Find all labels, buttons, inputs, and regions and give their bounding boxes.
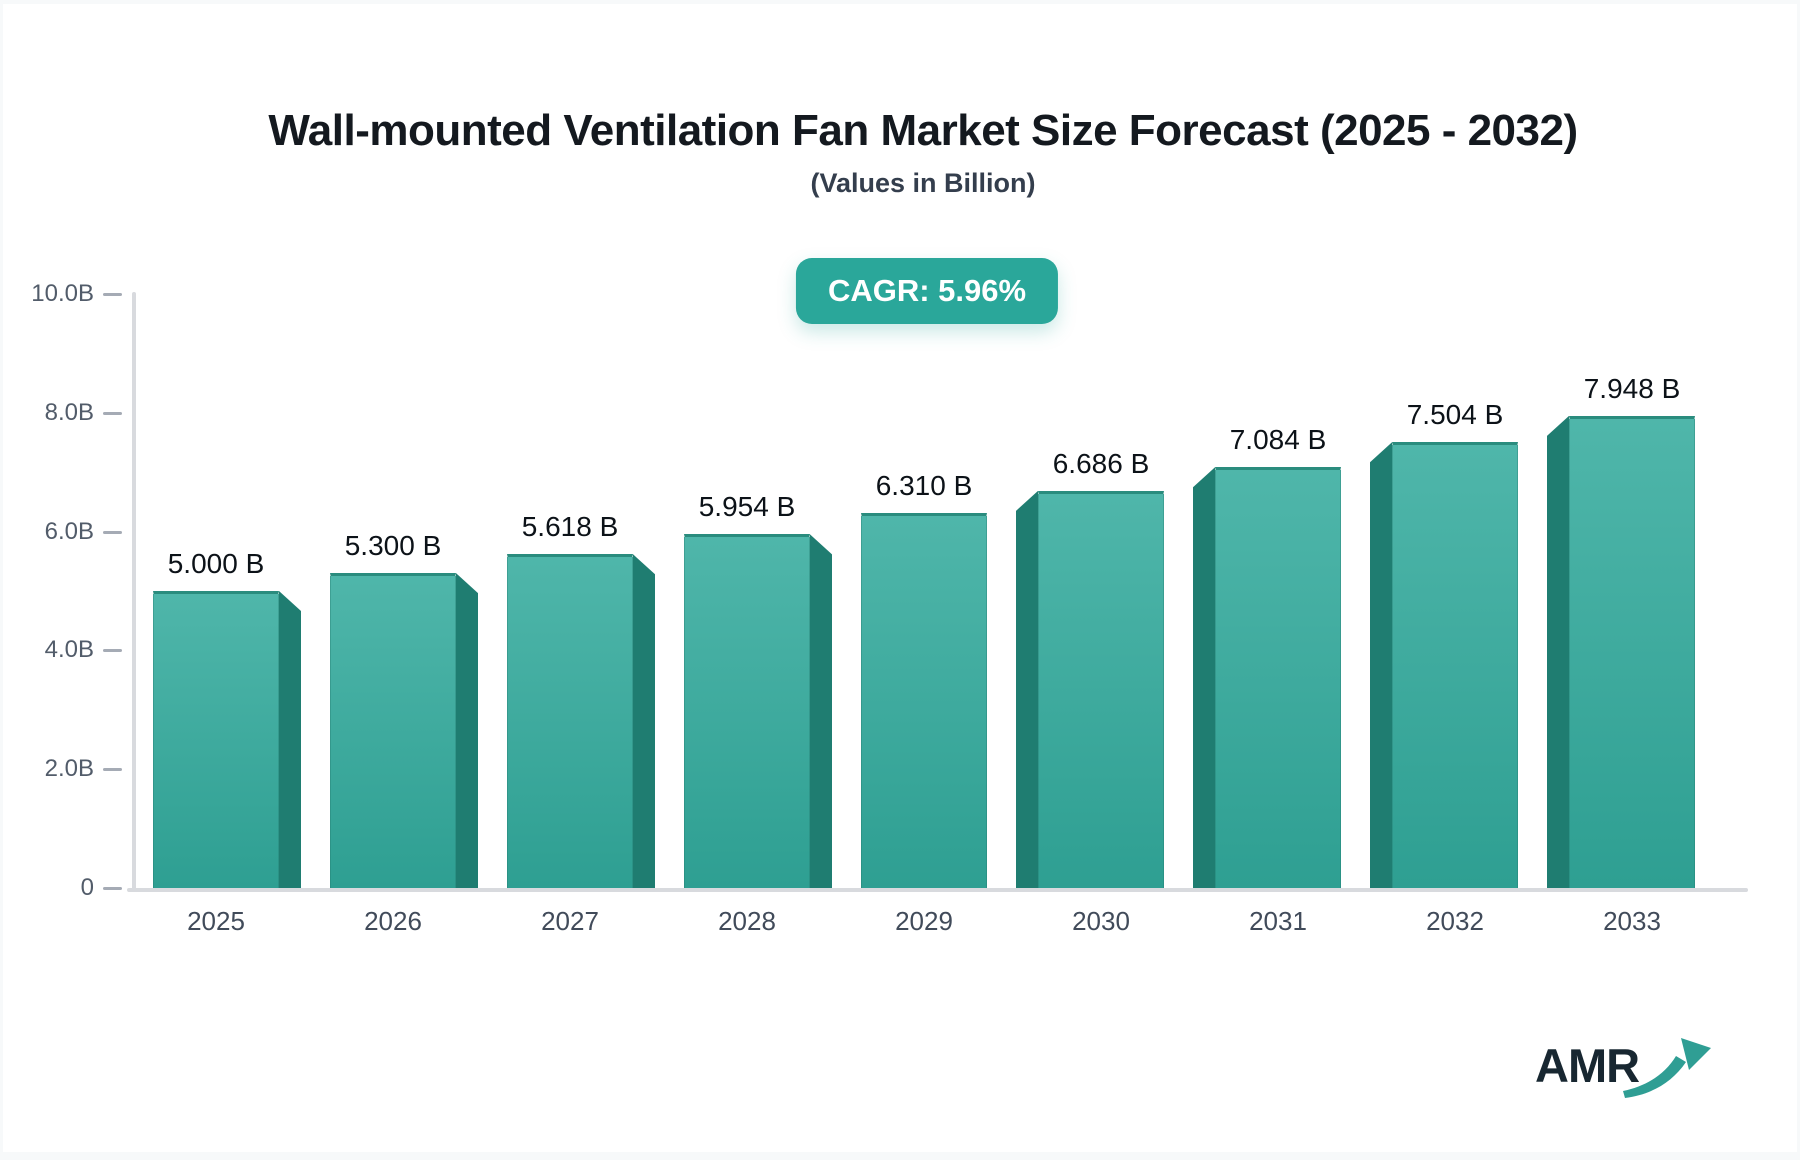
x-tick-label: 2028	[718, 906, 776, 936]
chart-subtitle: (Values in Billion)	[810, 168, 1036, 198]
bar-side	[1016, 490, 1038, 888]
bar	[507, 554, 633, 888]
bar-value-label: 6.686 B	[1052, 447, 1150, 479]
bar	[1392, 442, 1518, 888]
amr-logo: AMR	[1535, 1038, 1711, 1108]
x-tick-label: 2031	[1249, 906, 1307, 936]
y-tick-mark	[103, 530, 122, 534]
bar-side	[279, 591, 301, 888]
bar-side	[456, 573, 478, 888]
cagr-badge: CAGR: 5.96%	[795, 258, 1059, 324]
chart-title: Wall-mounted Ventilation Fan Market Size…	[268, 106, 1578, 155]
chart-canvas: Wall-mounted Ventilation Fan Market Size…	[3, 4, 1797, 1152]
bar-value-label: 6.310 B	[875, 470, 973, 502]
y-tick-mark	[103, 768, 122, 772]
y-axis-line	[132, 292, 136, 890]
bar-value-label: 5.618 B	[521, 511, 619, 543]
x-tick-label: 2027	[541, 906, 599, 936]
x-tick-label: 2026	[364, 906, 422, 936]
bar-side	[1547, 415, 1569, 888]
x-tick-label: 2033	[1603, 906, 1661, 936]
bar-value-label: 7.504 B	[1406, 399, 1504, 431]
y-tick-label: 4.0B	[44, 636, 94, 664]
bar-side	[1370, 442, 1392, 888]
bar	[1215, 467, 1341, 888]
bar-value-label: 7.084 B	[1229, 424, 1327, 456]
bar-value-label: 7.948 B	[1583, 372, 1681, 404]
y-tick-mark	[103, 293, 122, 296]
bar-side	[633, 554, 655, 888]
bar	[1038, 490, 1164, 888]
y-tick-label: 6.0B	[44, 517, 94, 545]
y-tick-label: 0	[80, 874, 94, 901]
y-tick-mark	[103, 411, 122, 415]
x-axis-line	[127, 888, 1748, 892]
bar	[153, 591, 279, 888]
bar-value-label: 5.000 B	[167, 548, 265, 579]
amr-logo-text: AMR	[1535, 1039, 1640, 1092]
growth-arrow-icon	[1623, 1038, 1711, 1098]
y-tick-label: 10.0B	[31, 280, 94, 307]
bar-side	[810, 534, 832, 888]
x-tick-label: 2032	[1426, 906, 1484, 936]
x-tick-label: 2025	[187, 906, 245, 936]
bar-value-label: 5.300 B	[344, 530, 442, 562]
plot-area: 0 2.0B 4.0B 6.0B 8.0B 10.0B 5.000 B 2025 5.300 B…	[3, 4, 1800, 1160]
bar-value-label: 5.954 B	[698, 491, 796, 523]
y-tick-mark	[103, 887, 122, 890]
x-tick-label: 2030	[1072, 906, 1130, 936]
bar	[330, 573, 456, 888]
y-tick-label: 2.0B	[44, 755, 94, 783]
y-tick-label: 8.0B	[44, 398, 94, 426]
bar	[684, 534, 810, 888]
y-tick-mark	[103, 649, 122, 653]
x-tick-label: 2029	[895, 906, 953, 936]
bar	[861, 513, 987, 888]
bar-side	[1193, 467, 1215, 888]
bar	[1569, 415, 1695, 888]
